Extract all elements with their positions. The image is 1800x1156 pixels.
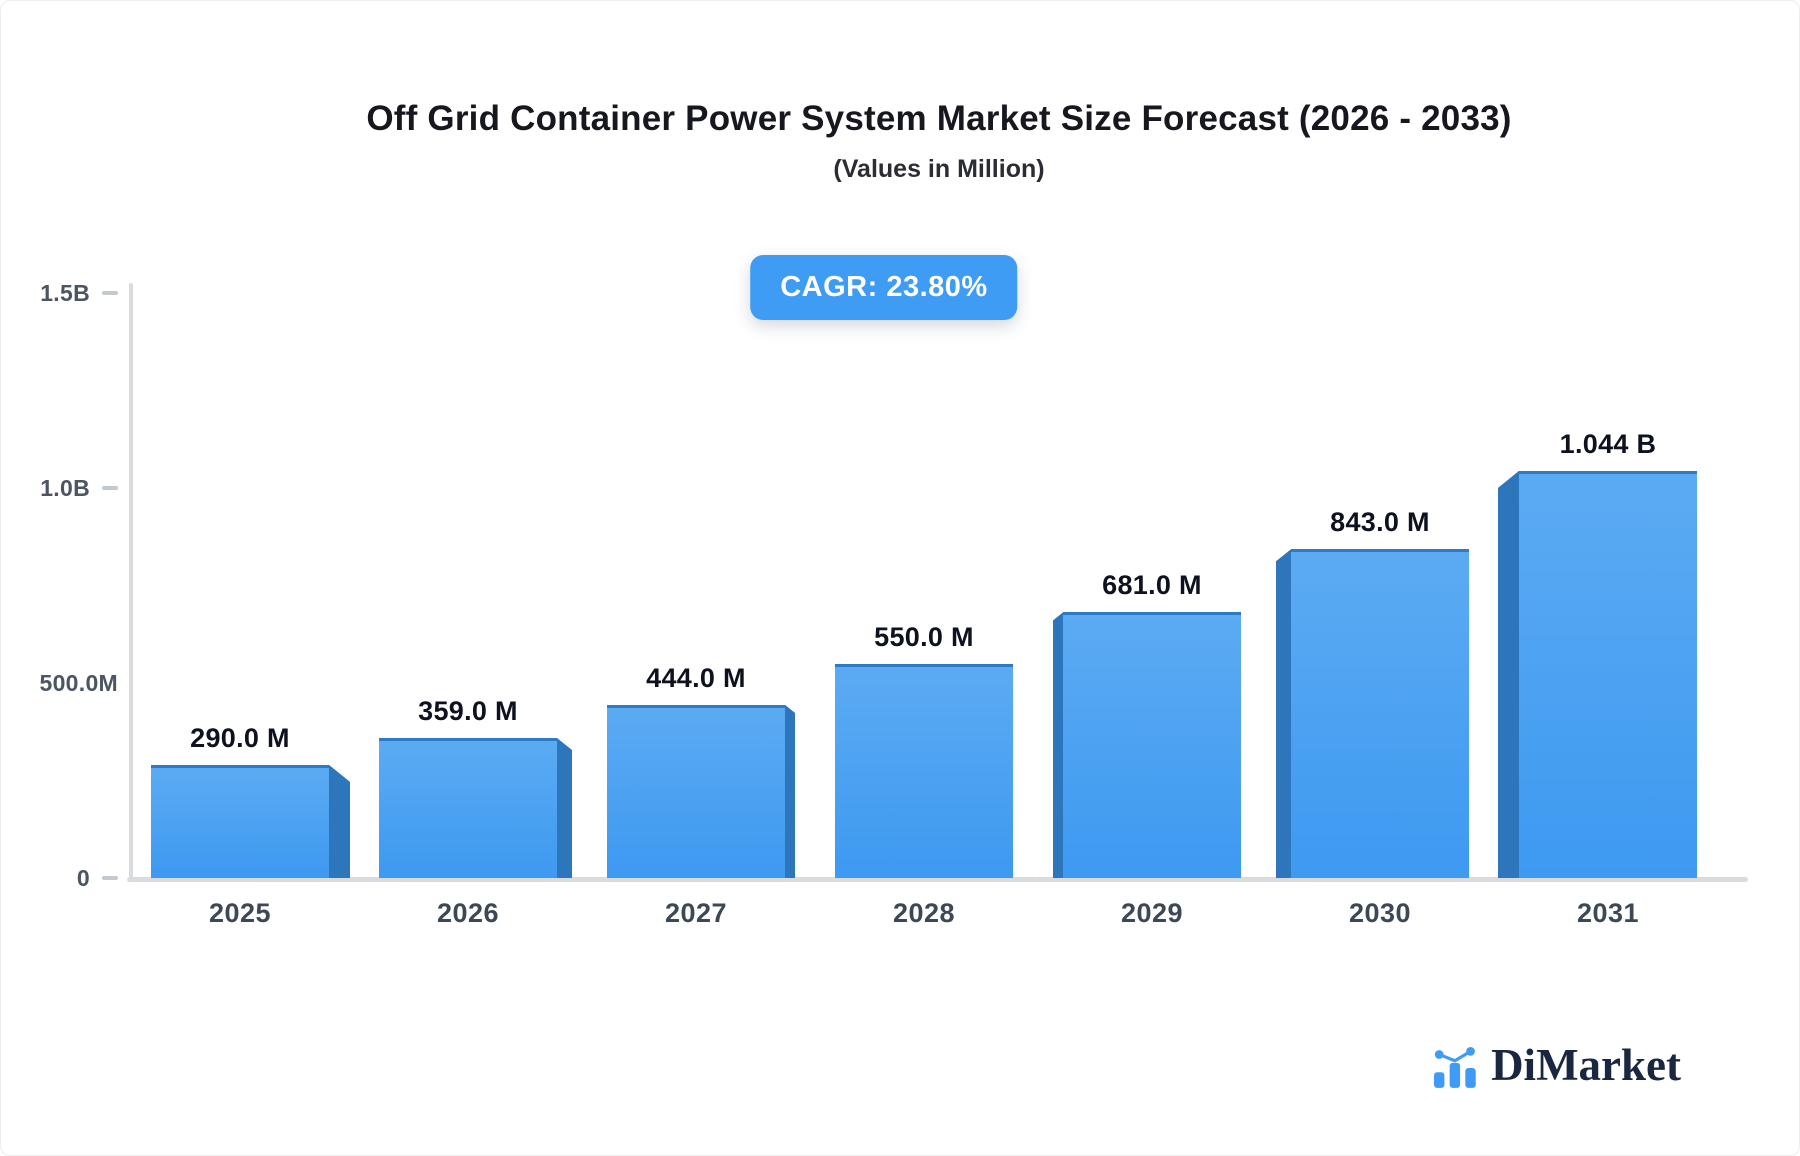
y-tick-dash [102,291,118,295]
y-tick-500.0M: 500.0M [1,667,118,699]
bar-value-label-2025: 290.0 M [190,722,290,753]
bar-2027 [607,704,785,878]
bar-side-2029 [1053,612,1063,878]
chart-subtitle: (Values in Million) [833,155,1045,183]
dimarket-logo-icon [1434,1046,1476,1088]
y-tick-label: 0 [76,864,90,891]
bar-side-2027 [785,704,795,878]
y-tick-label: 500.0M [39,669,118,696]
cagr-badge: CAGR: 23.80% [750,255,1018,320]
y-tick-dash [102,876,118,880]
y-tick-label: 1.0B [40,474,90,501]
bar-side-2026 [557,737,572,878]
dimarket-logo: DiMarket [1434,1043,1681,1088]
x-axis-label-2031: 2031 [1576,898,1640,928]
bar-side-2031 [1498,470,1519,878]
bar-2028 [835,663,1013,878]
y-tick-dash [102,486,118,490]
x-axis-label-2026: 2026 [436,898,500,928]
bar-value-label-2030: 843.0 M [1330,507,1430,538]
x-axis-label-2027: 2027 [664,898,728,928]
bar-2025 [151,764,329,878]
x-axis-baseline [127,877,1748,882]
bar-2029 [1063,612,1241,878]
bar-2031 [1519,470,1697,878]
chart-title: Off Grid Container Power System Market S… [366,99,1512,138]
x-axis-label-2030: 2030 [1348,898,1412,928]
x-axis-label-2028: 2028 [892,898,956,928]
x-axis-label-2029: 2029 [1120,898,1184,928]
bar-value-label-2029: 681.0 M [1102,570,1202,601]
dimarket-logo-text: DiMarket [1491,1040,1681,1090]
y-tick-1.0B: 1.0B [1,472,118,504]
bar-value-label-2028: 550.0 M [874,621,974,652]
bar-value-label-2026: 359.0 M [418,695,518,726]
y-tick-0: 0 [1,862,118,894]
bar-2030 [1291,549,1469,878]
chart-header: Off Grid Container Power System Market S… [77,1,1799,184]
x-axis-label-2025: 2025 [208,898,272,928]
y-tick-label: 1.5B [40,279,90,306]
y-tick-1.5B: 1.5B [1,277,118,309]
bar-value-label-2027: 444.0 M [646,662,746,693]
y-axis-line [129,283,133,882]
bar-2026 [379,737,557,878]
bar-side-2030 [1276,549,1291,878]
bar-side-2025 [329,764,350,878]
bar-value-label-2031: 1.044 B [1559,428,1657,459]
